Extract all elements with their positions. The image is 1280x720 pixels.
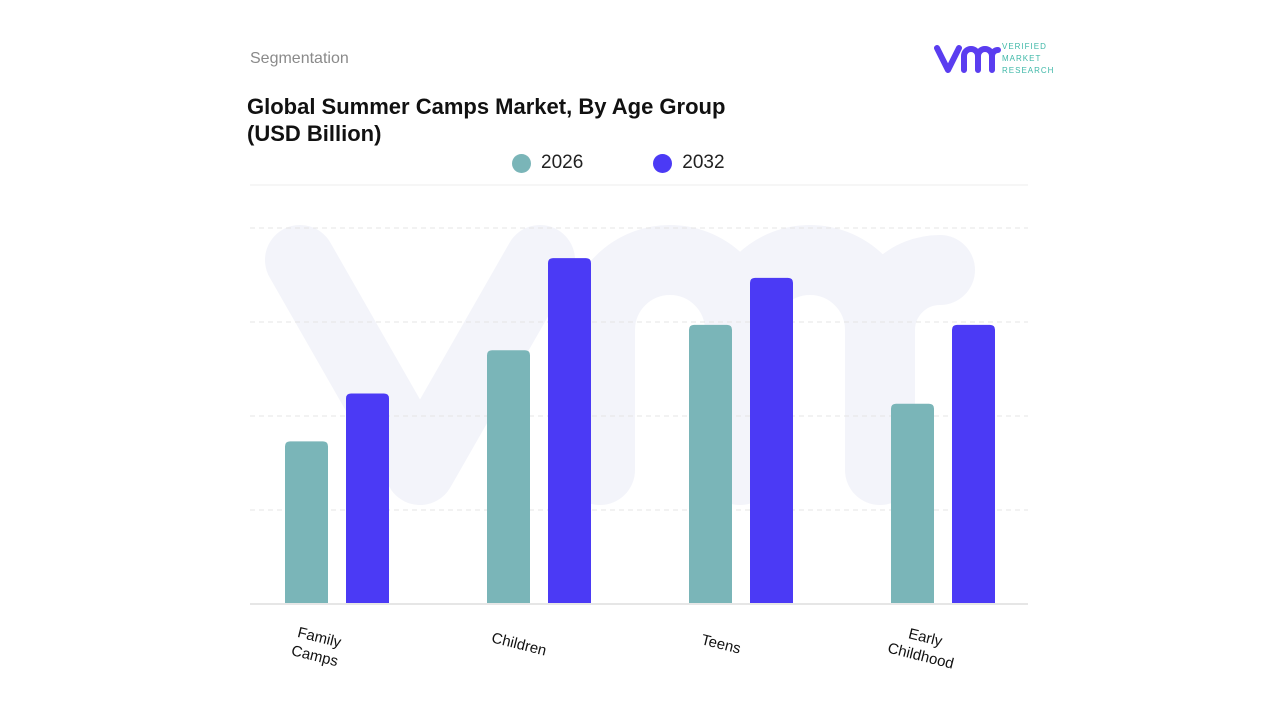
bar-2032-early-childhood bbox=[952, 324, 995, 604]
legend-item-2026: 2026 bbox=[512, 152, 583, 174]
logo-text: RESEARCH bbox=[1002, 66, 1054, 75]
bar-2026-teens bbox=[689, 324, 732, 604]
legend-label: 2032 bbox=[682, 152, 725, 173]
logo-text: MARKET bbox=[1002, 54, 1041, 63]
bar-2026-children bbox=[487, 350, 530, 604]
legend-swatch bbox=[653, 153, 673, 173]
vmr-logo: VERIFIED MARKET RESEARCH bbox=[934, 40, 1064, 81]
bar-2032-teens bbox=[750, 277, 793, 604]
chart-title: Global Summer Camps Market, By Age Group… bbox=[247, 94, 726, 146]
legend-item-2032: 2032 bbox=[653, 152, 725, 174]
legend-swatch bbox=[512, 153, 531, 173]
bar-2032-family-camps bbox=[346, 393, 389, 604]
logo-text: VERIFIED bbox=[1002, 42, 1047, 51]
legend-label: 2026 bbox=[541, 152, 584, 173]
bar-2032-children bbox=[548, 258, 591, 604]
legend: 2026 2032 bbox=[512, 152, 725, 174]
bar-2026-early-childhood bbox=[891, 403, 934, 604]
bar-2026-family-camps bbox=[285, 441, 328, 604]
segment-label: Segmentation bbox=[250, 50, 349, 67]
watermark bbox=[265, 225, 975, 505]
